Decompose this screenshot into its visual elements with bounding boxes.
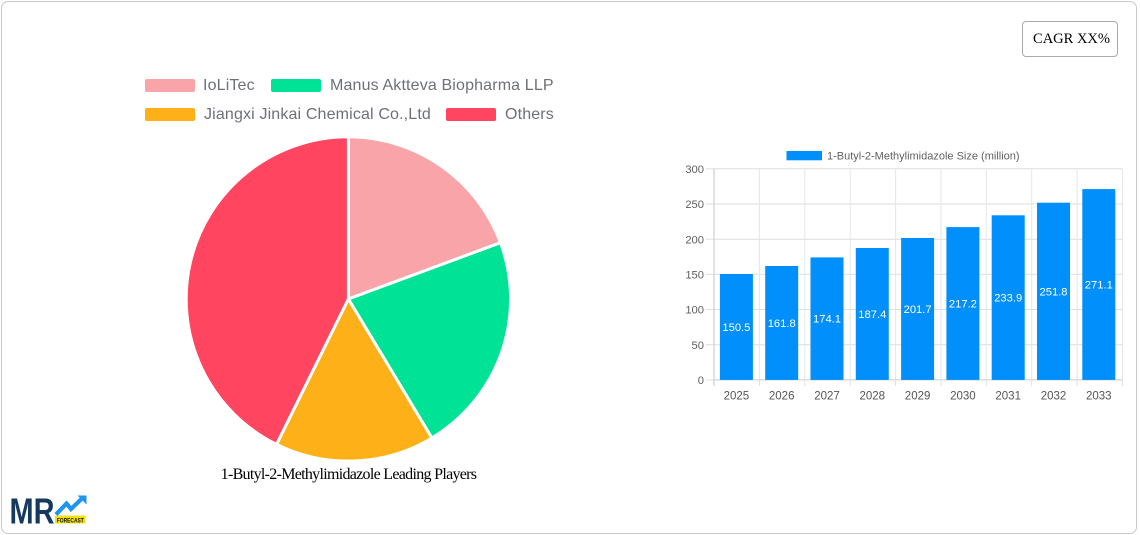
svg-text:300: 300 [685,164,704,176]
svg-text:187.4: 187.4 [858,309,886,321]
svg-text:50: 50 [692,340,704,352]
svg-text:271.1: 271.1 [1085,280,1113,292]
svg-text:2028: 2028 [860,390,886,402]
svg-text:201.7: 201.7 [904,304,932,316]
svg-text:2031: 2031 [995,390,1021,402]
svg-text:MR: MR [10,491,55,532]
svg-text:1-Butyl-2-Methylimidazole Size: 1-Butyl-2-Methylimidazole Size (million) [827,151,1020,163]
svg-text:2030: 2030 [950,390,976,402]
svg-text:2026: 2026 [769,390,795,402]
svg-text:150: 150 [685,269,704,281]
svg-text:2032: 2032 [1041,390,1067,402]
svg-text:200: 200 [685,234,704,246]
svg-text:2025: 2025 [724,390,750,402]
svg-text:2029: 2029 [905,390,931,402]
svg-text:100: 100 [685,305,704,317]
svg-text:250: 250 [685,199,704,211]
svg-text:174.1: 174.1 [813,314,841,326]
svg-text:217.2: 217.2 [949,299,977,311]
svg-text:161.8: 161.8 [768,318,796,330]
svg-text:233.9: 233.9 [994,293,1022,305]
svg-text:251.8: 251.8 [1040,286,1068,298]
svg-text:2027: 2027 [814,390,840,402]
svg-text:0: 0 [698,375,704,387]
svg-text:2033: 2033 [1086,390,1112,402]
svg-text:FORECAST: FORECAST [57,517,84,524]
svg-text:150.5: 150.5 [722,322,750,334]
